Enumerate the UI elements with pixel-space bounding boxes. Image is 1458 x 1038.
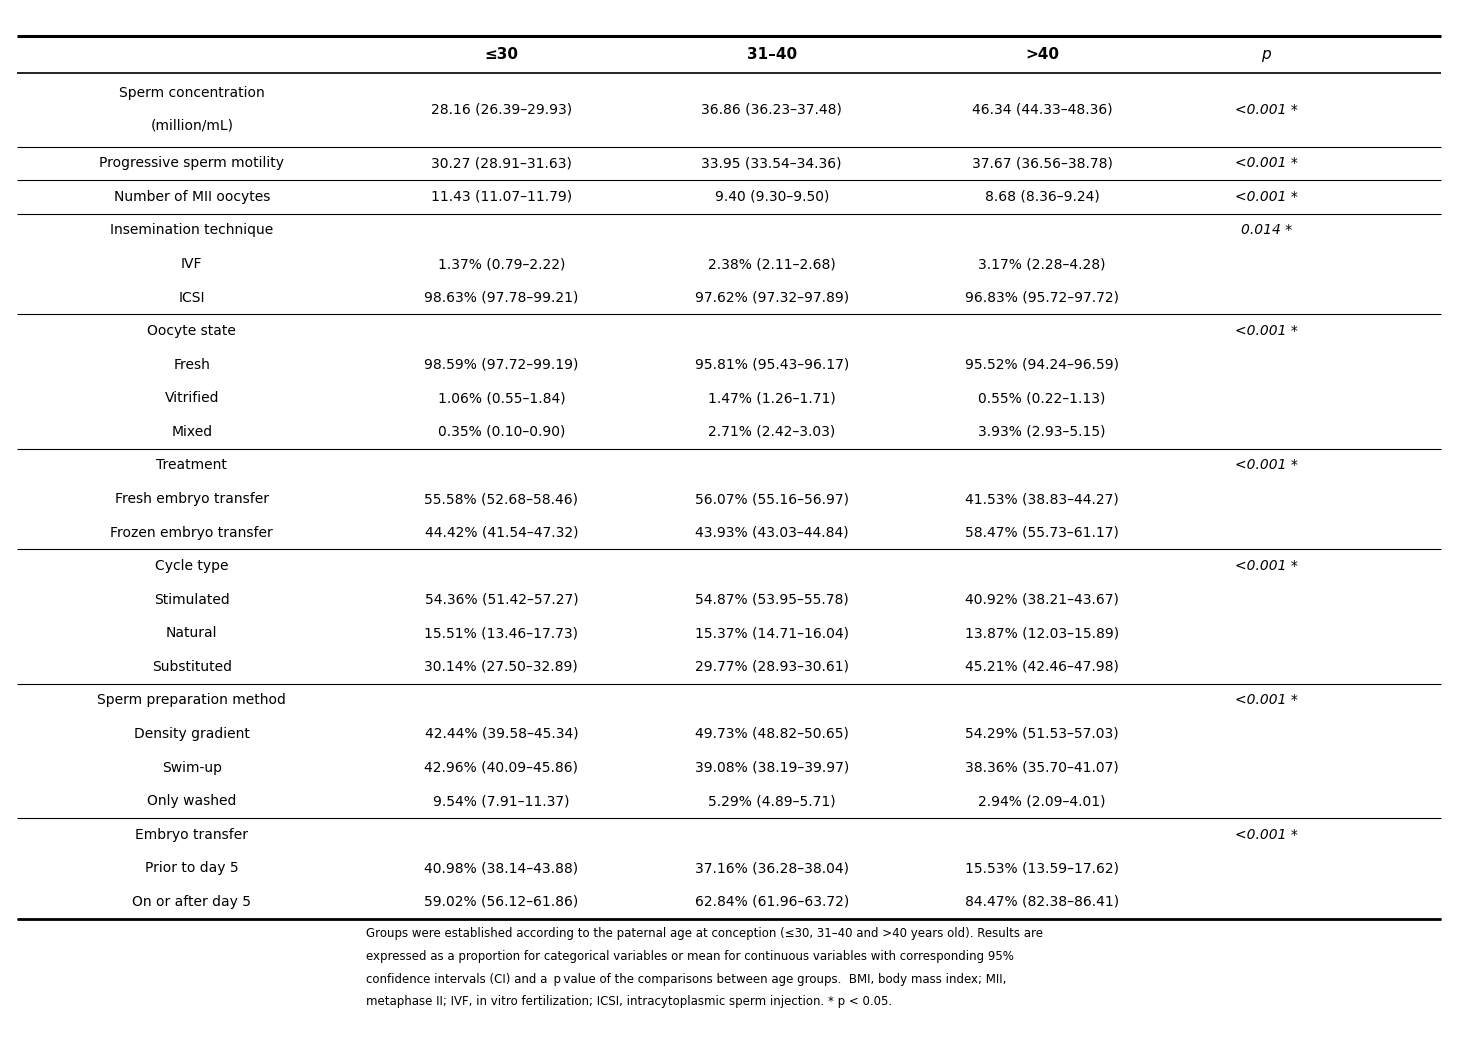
Text: p: p (1261, 47, 1271, 62)
Text: 39.08% (38.19–39.97): 39.08% (38.19–39.97) (694, 761, 849, 774)
Text: Density gradient: Density gradient (134, 727, 249, 741)
Text: 41.53% (38.83–44.27): 41.53% (38.83–44.27) (965, 492, 1118, 506)
Text: Stimulated: Stimulated (155, 593, 230, 607)
Text: confidence intervals (CI) and a  p value of the comparisons between age groups. : confidence intervals (CI) and a p value … (366, 973, 1006, 986)
Text: 43.93% (43.03–44.84): 43.93% (43.03–44.84) (695, 525, 849, 540)
Text: 30.27 (28.91–31.63): 30.27 (28.91–31.63) (432, 157, 572, 170)
Text: 98.59% (97.72–99.19): 98.59% (97.72–99.19) (424, 358, 579, 372)
Text: 28.16 (26.39–29.93): 28.16 (26.39–29.93) (430, 103, 572, 116)
Text: 0.014 *: 0.014 * (1241, 223, 1292, 238)
Text: (million/mL): (million/mL) (150, 118, 233, 133)
Text: 15.37% (14.71–16.04): 15.37% (14.71–16.04) (694, 626, 849, 640)
Text: 38.36% (35.70–41.07): 38.36% (35.70–41.07) (965, 761, 1118, 774)
Text: 0.35% (0.10–0.90): 0.35% (0.10–0.90) (437, 425, 566, 439)
Text: 5.29% (4.89–5.71): 5.29% (4.89–5.71) (709, 794, 835, 809)
Text: 13.87% (12.03–15.89): 13.87% (12.03–15.89) (965, 626, 1120, 640)
Text: <0.001 *: <0.001 * (1235, 190, 1298, 203)
Text: 46.34 (44.33–48.36): 46.34 (44.33–48.36) (971, 103, 1112, 116)
Text: 44.42% (41.54–47.32): 44.42% (41.54–47.32) (424, 525, 577, 540)
Text: 30.14% (27.50–32.89): 30.14% (27.50–32.89) (424, 660, 579, 674)
Text: 36.86 (36.23–37.48): 36.86 (36.23–37.48) (701, 103, 843, 116)
Text: Vitrified: Vitrified (165, 391, 219, 405)
Text: <0.001 *: <0.001 * (1235, 827, 1298, 842)
Text: 37.67 (36.56–38.78): 37.67 (36.56–38.78) (971, 157, 1112, 170)
Text: 54.29% (51.53–57.03): 54.29% (51.53–57.03) (965, 727, 1118, 741)
Text: 58.47% (55.73–61.17): 58.47% (55.73–61.17) (965, 525, 1118, 540)
Text: 59.02% (56.12–61.86): 59.02% (56.12–61.86) (424, 895, 579, 909)
Text: metaphase II; IVF, in vitro fertilization; ICSI, intracytoplasmic sperm injectio: metaphase II; IVF, in vitro fertilizatio… (366, 995, 892, 1009)
Text: <0.001 *: <0.001 * (1235, 559, 1298, 573)
Text: 0.55% (0.22–1.13): 0.55% (0.22–1.13) (978, 391, 1105, 405)
Text: Substituted: Substituted (152, 660, 232, 674)
Text: 2.38% (2.11–2.68): 2.38% (2.11–2.68) (707, 257, 835, 271)
Text: <0.001 *: <0.001 * (1235, 324, 1298, 338)
Text: ICSI: ICSI (178, 291, 206, 304)
Text: 40.92% (38.21–43.67): 40.92% (38.21–43.67) (965, 593, 1118, 607)
Text: 1.06% (0.55–1.84): 1.06% (0.55–1.84) (437, 391, 566, 405)
Text: 42.44% (39.58–45.34): 42.44% (39.58–45.34) (424, 727, 579, 741)
Text: 96.83% (95.72–97.72): 96.83% (95.72–97.72) (965, 291, 1120, 304)
Text: 49.73% (48.82–50.65): 49.73% (48.82–50.65) (695, 727, 849, 741)
Text: IVF: IVF (181, 257, 203, 271)
Text: 45.21% (42.46–47.98): 45.21% (42.46–47.98) (965, 660, 1118, 674)
Text: Mixed: Mixed (171, 425, 213, 439)
Text: 31–40: 31–40 (746, 47, 796, 62)
Text: 95.81% (95.43–96.17): 95.81% (95.43–96.17) (694, 358, 849, 372)
Text: Number of MII oocytes: Number of MII oocytes (114, 190, 270, 203)
Text: Frozen embryo transfer: Frozen embryo transfer (111, 525, 273, 540)
Text: 62.84% (61.96–63.72): 62.84% (61.96–63.72) (694, 895, 849, 909)
Text: Embryo transfer: Embryo transfer (136, 827, 248, 842)
Text: 42.96% (40.09–45.86): 42.96% (40.09–45.86) (424, 761, 579, 774)
Text: 33.95 (33.54–34.36): 33.95 (33.54–34.36) (701, 157, 841, 170)
Text: 15.51% (13.46–17.73): 15.51% (13.46–17.73) (424, 626, 579, 640)
Text: 15.53% (13.59–17.62): 15.53% (13.59–17.62) (965, 862, 1120, 875)
Text: 9.40 (9.30–9.50): 9.40 (9.30–9.50) (714, 190, 830, 203)
Text: 1.47% (1.26–1.71): 1.47% (1.26–1.71) (707, 391, 835, 405)
Text: 84.47% (82.38–86.41): 84.47% (82.38–86.41) (965, 895, 1120, 909)
Text: 56.07% (55.16–56.97): 56.07% (55.16–56.97) (694, 492, 849, 506)
Text: Natural: Natural (166, 626, 217, 640)
Text: Sperm preparation method: Sperm preparation method (98, 693, 286, 708)
Text: Groups were established according to the paternal age at conception (≤30, 31–40 : Groups were established according to the… (366, 927, 1042, 940)
Text: expressed as a proportion for categorical variables or mean for continuous varia: expressed as a proportion for categorica… (366, 950, 1013, 963)
Text: Sperm concentration: Sperm concentration (120, 86, 265, 101)
Text: 95.52% (94.24–96.59): 95.52% (94.24–96.59) (965, 358, 1120, 372)
Text: Treatment: Treatment (156, 459, 227, 472)
Text: 9.54% (7.91–11.37): 9.54% (7.91–11.37) (433, 794, 570, 809)
Text: 55.58% (52.68–58.46): 55.58% (52.68–58.46) (424, 492, 579, 506)
Text: 1.37% (0.79–2.22): 1.37% (0.79–2.22) (437, 257, 566, 271)
Text: 2.94% (2.09–4.01): 2.94% (2.09–4.01) (978, 794, 1105, 809)
Text: 3.17% (2.28–4.28): 3.17% (2.28–4.28) (978, 257, 1105, 271)
Text: 54.36% (51.42–57.27): 54.36% (51.42–57.27) (424, 593, 579, 607)
Text: Cycle type: Cycle type (155, 559, 229, 573)
Text: 40.98% (38.14–43.88): 40.98% (38.14–43.88) (424, 862, 579, 875)
Text: Fresh embryo transfer: Fresh embryo transfer (115, 492, 268, 506)
Text: <0.001 *: <0.001 * (1235, 459, 1298, 472)
Text: Prior to day 5: Prior to day 5 (144, 862, 239, 875)
Text: ≤30: ≤30 (484, 47, 518, 62)
Text: Insemination technique: Insemination technique (111, 223, 274, 238)
Text: 54.87% (53.95–55.78): 54.87% (53.95–55.78) (695, 593, 849, 607)
Text: 2.71% (2.42–3.03): 2.71% (2.42–3.03) (709, 425, 835, 439)
Text: On or after day 5: On or after day 5 (133, 895, 251, 909)
Text: 8.68 (8.36–9.24): 8.68 (8.36–9.24) (984, 190, 1099, 203)
Text: <0.001 *: <0.001 * (1235, 693, 1298, 708)
Text: Swim-up: Swim-up (162, 761, 222, 774)
Text: 29.77% (28.93–30.61): 29.77% (28.93–30.61) (694, 660, 849, 674)
Text: 97.62% (97.32–97.89): 97.62% (97.32–97.89) (694, 291, 849, 304)
Text: <0.001 *: <0.001 * (1235, 103, 1298, 116)
Text: <0.001 *: <0.001 * (1235, 157, 1298, 170)
Text: Fresh: Fresh (174, 358, 210, 372)
Text: 98.63% (97.78–99.21): 98.63% (97.78–99.21) (424, 291, 579, 304)
Text: 11.43 (11.07–11.79): 11.43 (11.07–11.79) (430, 190, 572, 203)
Text: 3.93% (2.93–5.15): 3.93% (2.93–5.15) (978, 425, 1105, 439)
Text: 37.16% (36.28–38.04): 37.16% (36.28–38.04) (694, 862, 849, 875)
Text: Progressive sperm motility: Progressive sperm motility (99, 157, 284, 170)
Text: Oocyte state: Oocyte state (147, 324, 236, 338)
Text: >40: >40 (1025, 47, 1059, 62)
Text: Only washed: Only washed (147, 794, 236, 809)
